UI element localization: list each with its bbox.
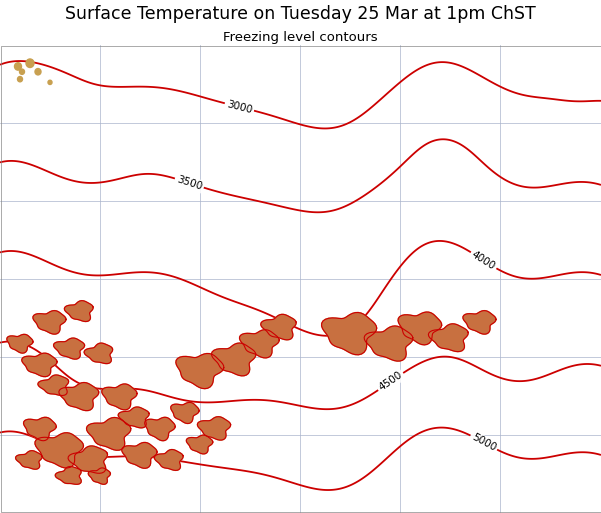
Polygon shape (23, 417, 56, 441)
Polygon shape (38, 375, 69, 396)
Circle shape (48, 80, 52, 85)
Polygon shape (176, 353, 224, 389)
Polygon shape (463, 311, 496, 334)
Polygon shape (122, 442, 157, 468)
Polygon shape (53, 338, 85, 359)
Polygon shape (261, 314, 296, 340)
Text: 5000: 5000 (470, 432, 498, 453)
Polygon shape (429, 324, 468, 351)
Circle shape (17, 76, 22, 82)
Circle shape (35, 69, 41, 75)
Polygon shape (118, 407, 149, 428)
Polygon shape (33, 311, 66, 334)
Text: 4000: 4000 (470, 249, 497, 272)
Polygon shape (364, 326, 413, 361)
Text: 3500: 3500 (175, 174, 203, 192)
Circle shape (14, 63, 22, 70)
Text: 4500: 4500 (377, 370, 404, 393)
Polygon shape (322, 312, 377, 355)
Polygon shape (7, 334, 33, 353)
Text: 3000: 3000 (225, 99, 253, 115)
Polygon shape (171, 402, 199, 424)
Polygon shape (145, 417, 175, 441)
Polygon shape (64, 301, 93, 322)
Polygon shape (88, 468, 111, 484)
Text: Freezing level contours: Freezing level contours (223, 30, 378, 44)
Polygon shape (22, 353, 57, 377)
Polygon shape (16, 451, 42, 469)
Polygon shape (154, 449, 183, 470)
Polygon shape (35, 433, 84, 468)
Polygon shape (55, 466, 81, 484)
Polygon shape (186, 435, 213, 454)
Circle shape (26, 59, 34, 68)
Polygon shape (87, 418, 131, 450)
Polygon shape (102, 384, 137, 410)
Polygon shape (84, 343, 112, 364)
Polygon shape (240, 330, 279, 358)
Polygon shape (68, 446, 108, 473)
Polygon shape (398, 312, 442, 345)
Circle shape (19, 69, 25, 74)
Polygon shape (197, 417, 231, 440)
Text: Surface Temperature on Tuesday 25 Mar at 1pm ChST: Surface Temperature on Tuesday 25 Mar at… (65, 6, 536, 24)
Polygon shape (59, 383, 99, 410)
Polygon shape (212, 343, 256, 376)
